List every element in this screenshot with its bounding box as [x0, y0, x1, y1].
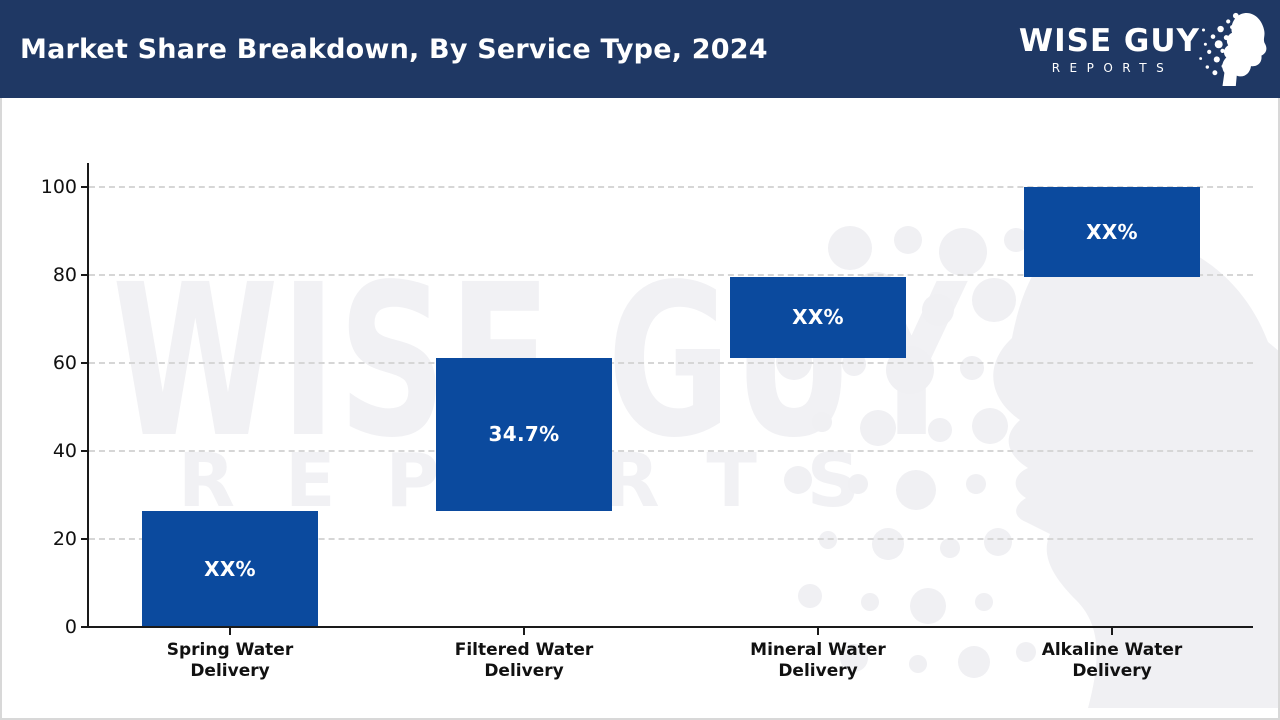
- x-axis-tick: [1111, 628, 1113, 635]
- y-tick-label: 20: [52, 528, 77, 550]
- bar-segment: 34.7%: [436, 358, 612, 511]
- bar-segment: XX%: [730, 276, 906, 359]
- x-category-label-line: Spring Water: [166, 640, 294, 660]
- x-category-label-line: Delivery: [190, 661, 270, 681]
- y-gridline: [89, 538, 1253, 540]
- wise-guy-reports-logo: WISE GUY REPORTS: [1019, 4, 1270, 94]
- x-axis-tick: [229, 628, 231, 635]
- x-axis-tick: [817, 628, 819, 635]
- y-axis-tick: [81, 538, 88, 540]
- x-axis-line: [87, 626, 1253, 628]
- x-category-label-line: Delivery: [1072, 661, 1152, 681]
- y-tick-label: 40: [52, 440, 77, 462]
- y-gridline: [89, 186, 1253, 188]
- bar-segment: XX%: [142, 510, 318, 627]
- y-gridline: [89, 362, 1253, 364]
- logo-text: WISE GUY REPORTS: [1019, 24, 1200, 75]
- x-category-label-line: Filtered Water: [454, 640, 594, 660]
- logo-subtext: REPORTS: [1051, 60, 1174, 75]
- x-category-label-line: Alkaline Water: [1041, 640, 1183, 660]
- x-category-label: Mineral Water Delivery: [668, 640, 968, 682]
- y-tick-label: 80: [52, 264, 77, 286]
- y-gridline: [89, 274, 1253, 276]
- page-title: Market Share Breakdown, By Service Type,…: [20, 33, 768, 65]
- y-axis-line: [87, 163, 89, 628]
- bar-segment: XX%: [1024, 187, 1200, 277]
- bar-value-label: XX%: [792, 305, 844, 330]
- x-category-label: Spring Water Delivery: [80, 640, 380, 682]
- y-axis-tick: [81, 362, 88, 364]
- y-gridline: [89, 450, 1253, 452]
- x-category-label-line: Mineral Water: [750, 640, 886, 660]
- x-category-label: Alkaline Water Delivery: [962, 640, 1262, 682]
- y-axis-tick: [81, 274, 88, 276]
- x-axis-tick: [523, 628, 525, 635]
- header-bar: Market Share Breakdown, By Service Type,…: [0, 0, 1280, 98]
- bar-value-label: 34.7%: [488, 422, 560, 447]
- y-axis-tick: [81, 626, 88, 628]
- logo-head-icon: [1199, 12, 1267, 87]
- x-category-label: Filtered Water Delivery: [374, 640, 674, 682]
- y-axis-tick: [81, 450, 88, 452]
- y-axis-tick: [81, 186, 88, 188]
- bar-value-label: XX%: [204, 556, 256, 581]
- bar-value-label: XX%: [1086, 219, 1138, 244]
- y-tick-label: 100: [40, 176, 77, 198]
- x-category-label-line: Delivery: [778, 661, 858, 681]
- logo-wordmark: WISE GUY: [1018, 22, 1200, 59]
- y-tick-label: 0: [64, 616, 77, 638]
- x-category-label-line: Delivery: [484, 661, 564, 681]
- y-tick-label: 60: [52, 352, 77, 374]
